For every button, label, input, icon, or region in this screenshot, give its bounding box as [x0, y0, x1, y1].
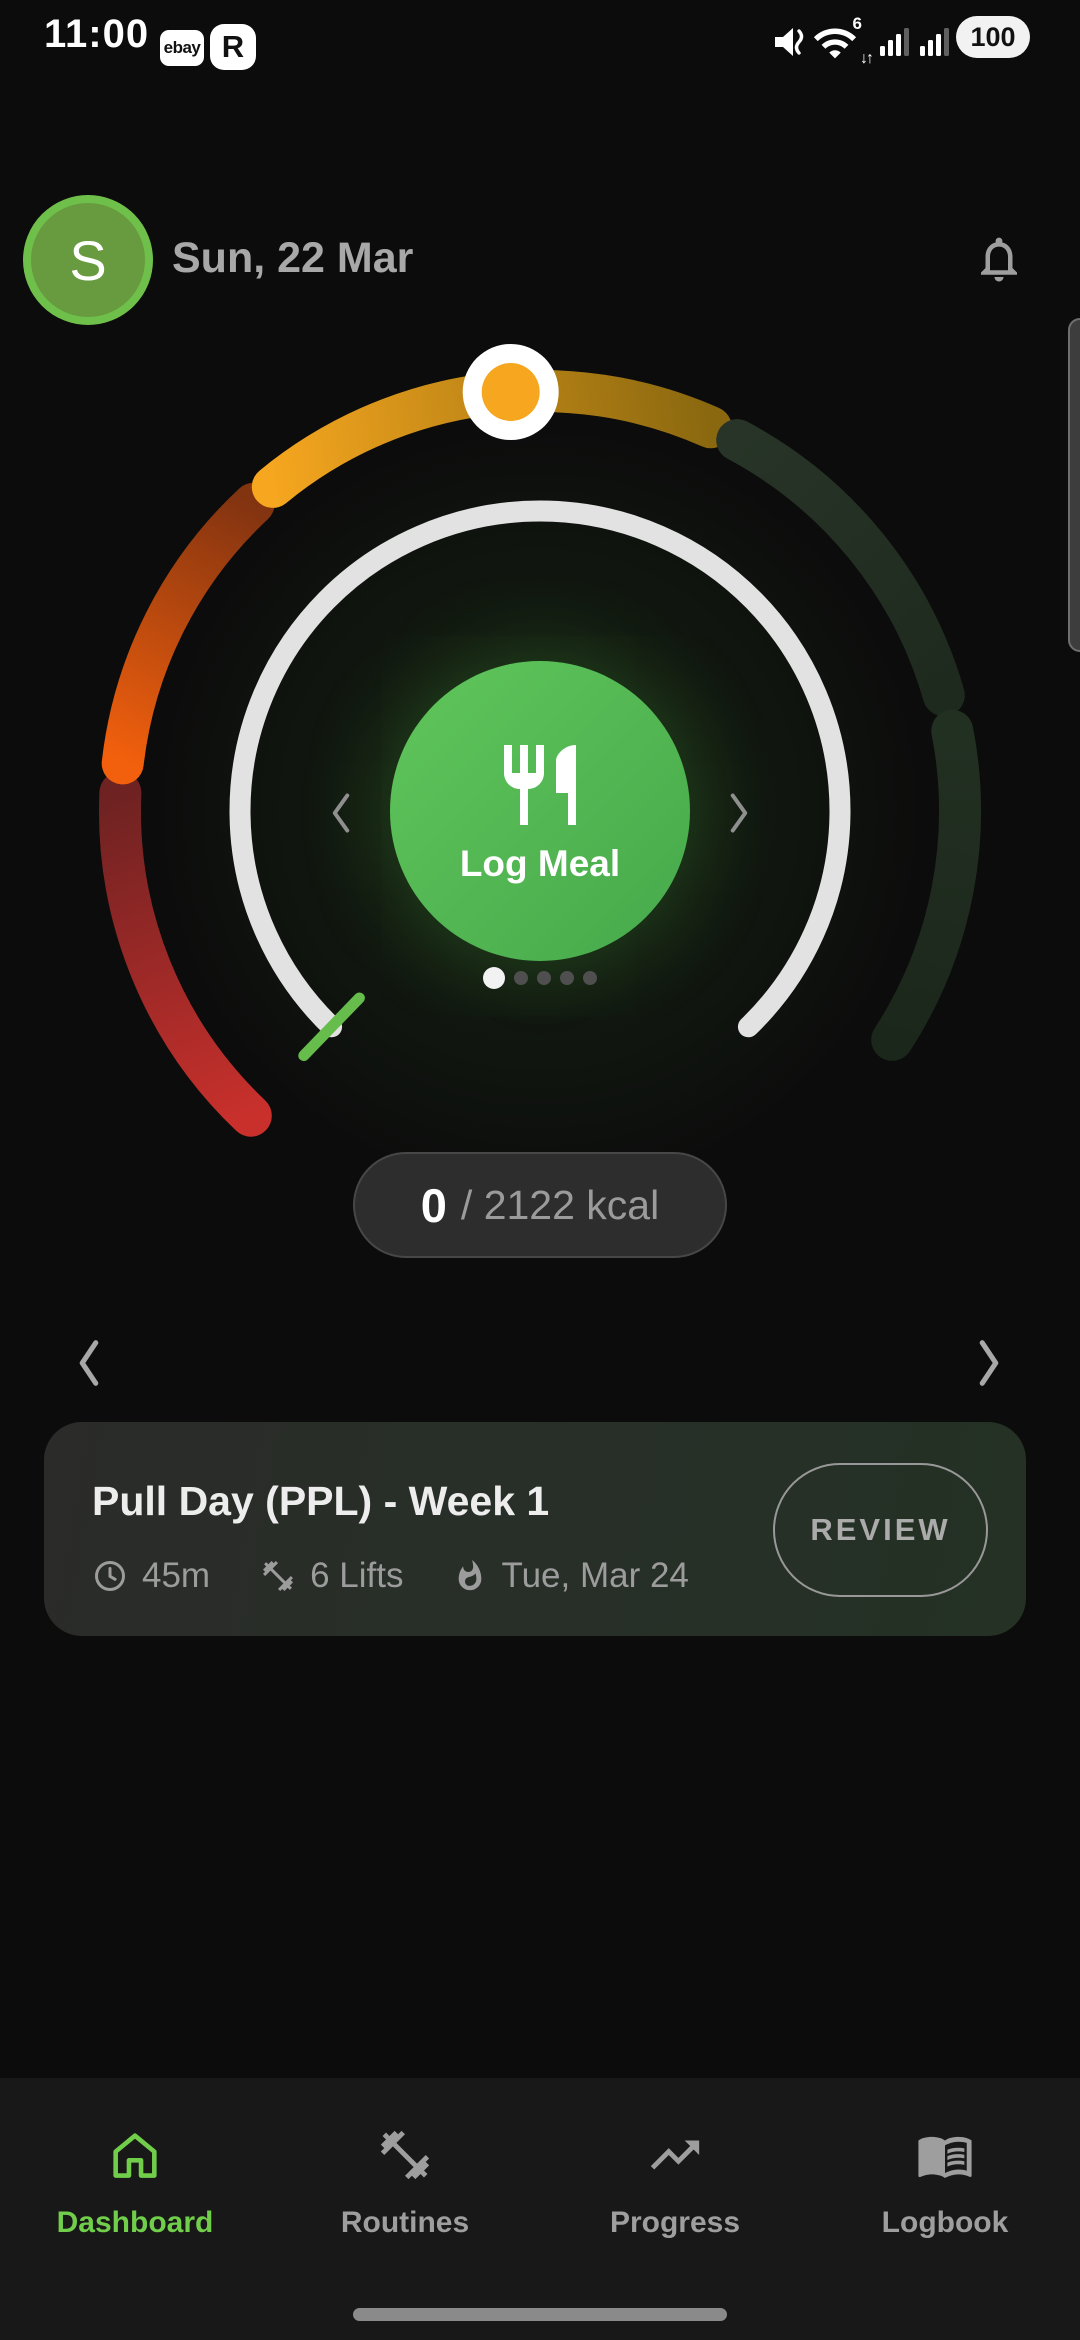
gauge-prev-chevron-icon[interactable]	[326, 788, 356, 838]
workout-title: Pull Day (PPL) - Week 1	[92, 1478, 550, 1524]
dumbbell-nav-icon	[380, 2130, 430, 2180]
workout-card[interactable]: Pull Day (PPL) - Week 1 45m 6 Lifts Tue,…	[44, 1422, 1026, 1636]
notifications-bell-icon[interactable]	[972, 232, 1026, 286]
ebay-notification-icon: ebay	[160, 30, 204, 66]
nav-item-logbook[interactable]: Logbook	[810, 2078, 1080, 2340]
r-badge-label: R	[221, 29, 245, 64]
calorie-summary-pill: 0 / 2122 kcal	[353, 1152, 727, 1258]
signal-bars-sim2-icon	[920, 28, 949, 56]
pager-dot-active[interactable]	[483, 967, 505, 989]
review-button-label: REVIEW	[810, 1512, 951, 1547]
home-icon	[113, 2133, 157, 2178]
sound-muted-vibrate-icon	[775, 28, 804, 56]
avatar-initial: S	[69, 228, 107, 292]
workout-duration: 45m	[142, 1556, 211, 1595]
current-date: Sun, 22 Mar	[172, 234, 414, 282]
pager-dot[interactable]	[537, 971, 551, 985]
pager-dot[interactable]	[560, 971, 574, 985]
calories-consumed: 0	[420, 1178, 447, 1232]
clock-icon	[95, 1561, 125, 1591]
open-book-icon	[918, 2136, 972, 2178]
log-meal-button[interactable]: Log Meal	[390, 661, 690, 961]
segment-red	[99, 771, 272, 1137]
nav-item-dashboard[interactable]: Dashboard	[0, 2078, 270, 2340]
dumbbell-icon	[263, 1561, 294, 1591]
segment-green-lower	[871, 709, 981, 1061]
trending-up-icon	[650, 2140, 700, 2170]
flame-icon	[459, 1559, 482, 1591]
calories-target: / 2122 kcal	[460, 1181, 660, 1228]
wifi-6-label: 6	[852, 14, 862, 33]
nav-label-logbook: Logbook	[881, 2206, 1009, 2239]
gauge-next-chevron-icon[interactable]	[724, 788, 754, 838]
pager-dot[interactable]	[514, 971, 528, 985]
battery-indicator: 100	[956, 16, 1030, 58]
nav-label-routines: Routines	[340, 2206, 470, 2239]
workout-exercise-count: 6 Lifts	[310, 1556, 404, 1595]
gesture-handle[interactable]	[353, 2308, 727, 2321]
bottom-navigation: Dashboard Routines Progress Logbook	[0, 2078, 1080, 2340]
ebay-badge-label: ebay	[163, 38, 201, 57]
segment-orange	[101, 482, 275, 785]
review-button[interactable]: REVIEW	[773, 1463, 988, 1597]
wifi-traffic-arrows-icon: ↓↑	[860, 50, 874, 67]
workout-scheduled-date: Tue, Mar 24	[501, 1556, 689, 1595]
carousel-prev-chevron-icon[interactable]	[72, 1336, 106, 1390]
scrollbar-thumb[interactable]	[1068, 318, 1080, 652]
nav-item-progress[interactable]: Progress	[540, 2078, 810, 2340]
fork-knife-icon	[504, 745, 576, 825]
gauge-marker-icon	[462, 344, 559, 440]
profile-avatar[interactable]: S	[23, 195, 153, 325]
wifi-status: 6 ↓↑	[812, 14, 876, 67]
nav-item-routines[interactable]: Routines	[270, 2078, 540, 2340]
battery-percent: 100	[970, 21, 1016, 52]
status-time: 11:00	[44, 12, 150, 56]
r-app-notification-icon: R	[210, 24, 256, 70]
nav-label-progress: Progress	[609, 2206, 741, 2239]
pager-dot[interactable]	[583, 971, 597, 985]
progress-start-tick-icon	[298, 992, 365, 1062]
segment-green-upper	[716, 419, 965, 717]
log-meal-label: Log Meal	[459, 843, 621, 884]
wifi-icon	[813, 28, 857, 59]
calorie-gauge-ring	[99, 344, 981, 1137]
signal-bars-sim1-icon	[880, 28, 909, 56]
gauge-pager-dots[interactable]	[0, 967, 1080, 989]
carousel-next-chevron-icon[interactable]	[972, 1336, 1006, 1390]
workout-meta-row: 45m 6 Lifts Tue, Mar 24	[92, 1556, 689, 1596]
nav-label-dashboard: Dashboard	[56, 2206, 214, 2239]
progress-arc	[229, 500, 851, 1038]
